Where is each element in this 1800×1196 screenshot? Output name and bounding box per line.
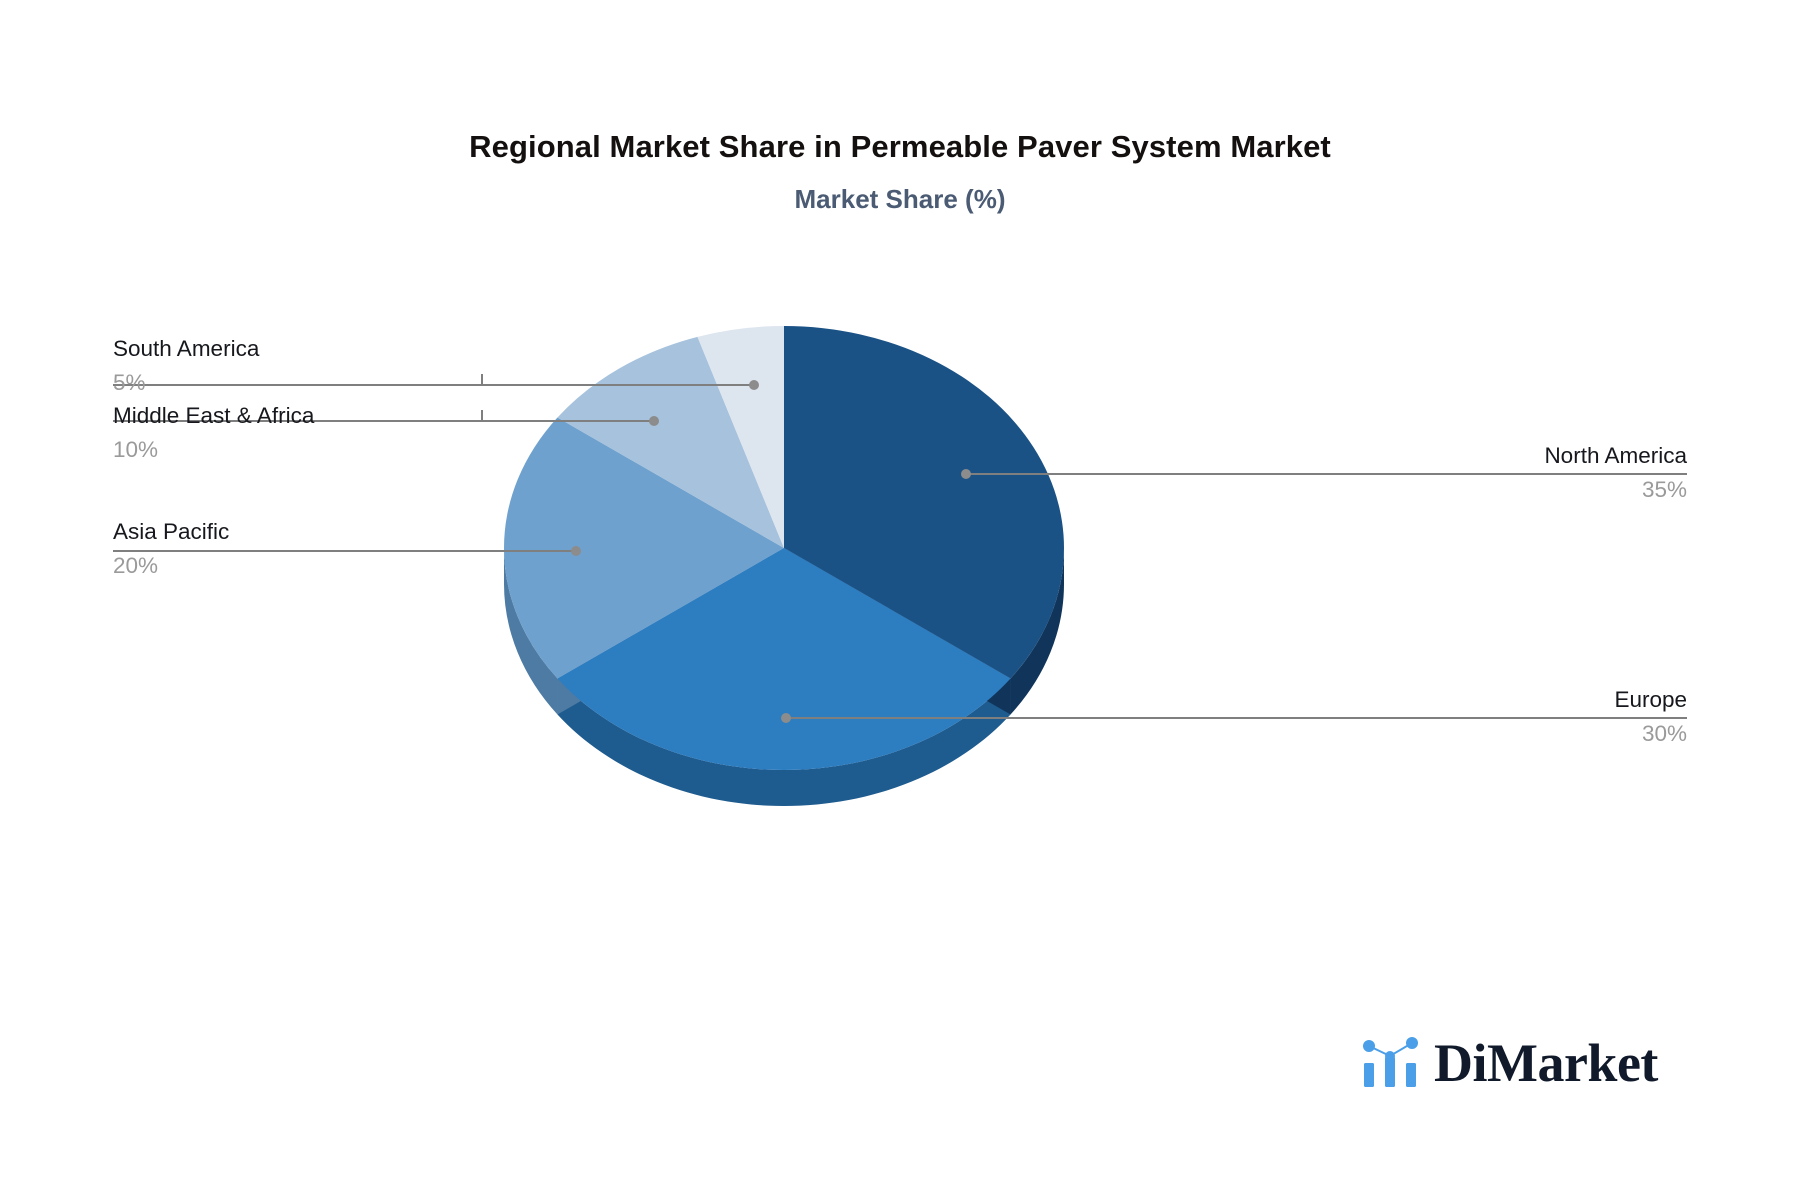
callout-south-america: South America 5% xyxy=(113,336,259,396)
brand-logo: DiMarket xyxy=(1362,1036,1658,1090)
callout-value: 10% xyxy=(113,436,159,462)
callout-value: 30% xyxy=(1641,720,1687,746)
bar-chart-icon xyxy=(1363,1037,1418,1087)
callout-label: Middle East & Africa xyxy=(113,403,315,428)
brand-name: DiMarket xyxy=(1434,1033,1658,1093)
chart-title: Regional Market Share in Permeable Paver… xyxy=(469,129,1331,164)
callout-europe: Europe 30% xyxy=(1614,687,1687,747)
pie-slice[interactable] xyxy=(784,326,1064,679)
callout-value: 35% xyxy=(1641,476,1687,502)
pie-slice[interactable] xyxy=(503,417,784,679)
pie-slice[interactable] xyxy=(557,336,784,548)
pie-slice[interactable] xyxy=(557,548,1011,771)
callout-label: North America xyxy=(1544,443,1687,468)
pie-slice[interactable] xyxy=(697,326,784,548)
callout-asia-pacific: Asia Pacific 20% xyxy=(113,519,229,579)
callout-value: 5% xyxy=(113,369,146,395)
callout-value: 20% xyxy=(113,552,159,578)
pie-slices xyxy=(503,326,1064,771)
callout-label: Asia Pacific xyxy=(113,519,230,544)
callout-label: South America xyxy=(113,336,260,361)
leader-lines xyxy=(113,374,1687,723)
callout-label: Europe xyxy=(1614,687,1687,712)
callout-north-america: North America 35% xyxy=(1544,443,1687,503)
callout-middle-east-africa: Middle East & Africa 10% xyxy=(113,403,314,463)
chart-subtitle: Market Share (%) xyxy=(794,184,1006,214)
